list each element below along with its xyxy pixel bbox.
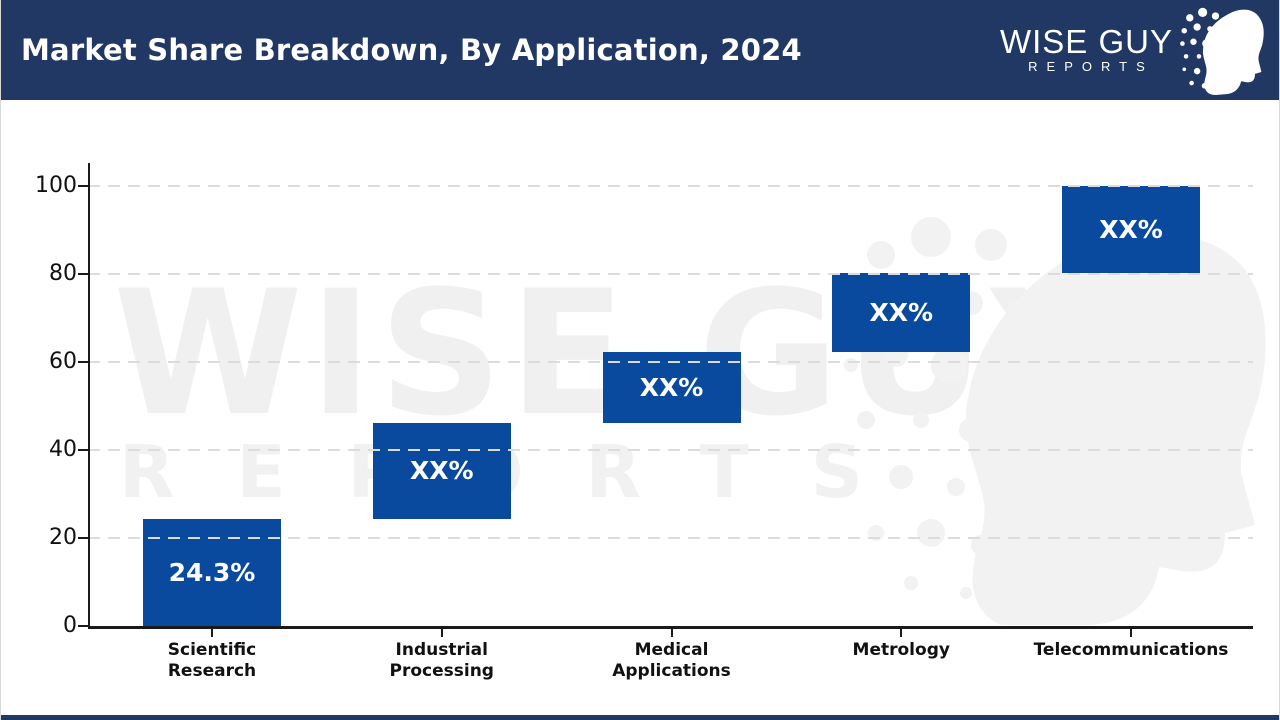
x-category-label: Medical Applications [612, 640, 731, 682]
x-category-label-line: Scientific [167, 640, 257, 660]
y-tick-label: 0 [63, 613, 77, 638]
x-category-label-line: Medical [634, 640, 709, 660]
x-category-label-line: Telecommunications [1033, 640, 1229, 660]
bar-value-label: XX% [639, 373, 704, 402]
x-category-label: Industrial Processing [390, 640, 494, 682]
y-tick-mark [78, 625, 88, 627]
y-axis-line [88, 163, 90, 629]
bar-segment: XX% [372, 422, 511, 520]
gridline [88, 537, 1253, 539]
brand-subtitle: REPORTS [1028, 59, 1154, 74]
x-axis-line [88, 626, 1253, 629]
y-tick-mark [78, 537, 88, 539]
y-tick-label: 60 [49, 349, 77, 374]
y-tick-mark [78, 449, 88, 451]
brand-head-icon [1180, 7, 1264, 95]
bar-segment: XX% [1062, 186, 1200, 273]
gridline [88, 361, 1253, 363]
brand-logo-text: WISE GUY REPORTS [1000, 25, 1173, 75]
y-tick-mark [78, 361, 88, 363]
gridline [88, 273, 1253, 275]
bar-value-label: XX% [1099, 214, 1163, 244]
x-tick-mark [1130, 629, 1132, 637]
gridline [88, 185, 1253, 187]
bar-value-label: 24.3% [168, 558, 256, 588]
footer-bar [1, 715, 1279, 720]
bar-value-label: XX% [409, 456, 474, 486]
y-tick-label: 100 [35, 173, 77, 198]
x-category-label-line: Industrial [395, 640, 488, 660]
header-bar: Market Share Breakdown, By Application, … [1, 0, 1279, 100]
x-tick-mark [670, 629, 673, 637]
y-tick-label: 80 [49, 261, 77, 286]
x-category-label-line: Processing [389, 661, 494, 681]
brand-name: WISE GUY [999, 23, 1173, 60]
y-tick-label: 40 [49, 437, 77, 462]
x-tick-mark [900, 629, 903, 637]
y-tick-mark [78, 273, 88, 275]
bar-segment: XX% [602, 352, 741, 423]
x-category-label: Metrology [853, 640, 950, 661]
chart-title: Market Share Breakdown, By Application, … [21, 33, 802, 67]
x-category-label: Scientific Research [168, 640, 256, 682]
x-category-label: Telecommunications [1034, 640, 1229, 661]
bar-segment: 24.3% [143, 519, 281, 626]
x-category-label-line: Research [167, 661, 257, 681]
y-tick-label: 20 [49, 525, 77, 550]
y-tick-mark [78, 185, 88, 187]
brand-logo: WISE GUY REPORTS [1000, 5, 1267, 95]
x-tick-mark [211, 629, 213, 637]
x-tick-mark [440, 629, 443, 637]
bar-value-label: XX% [869, 297, 934, 327]
bar-segment: XX% [832, 272, 971, 353]
x-category-label-line: Metrology [852, 640, 950, 660]
x-category-label-line: Applications [612, 661, 731, 681]
gridline [88, 449, 1253, 451]
